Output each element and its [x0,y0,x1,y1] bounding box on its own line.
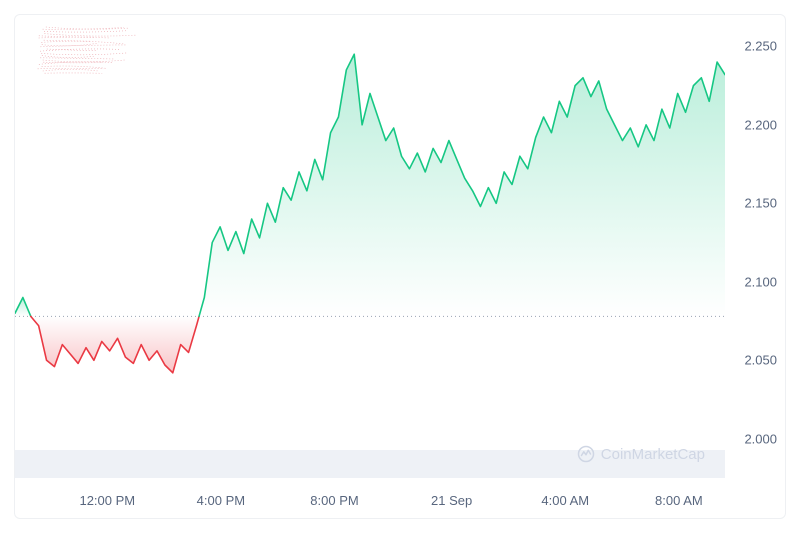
price-chart[interactable]: 2.000 2.050 2.100 2.150 2.200 2.250 12:00 PM 4… [14,14,786,519]
y-tick-label: 2.250 [744,39,777,54]
y-tick-label: 2.200 [744,117,777,132]
watermark: CoinMarketCap [577,445,705,463]
chart-svg [15,15,725,478]
watermark-text: CoinMarketCap [601,446,705,463]
x-tick-label: 8:00 PM [310,493,358,508]
y-tick-label: 2.050 [744,353,777,368]
x-tick-label: 21 Sep [431,493,472,508]
y-tick-label: 2.000 [744,431,777,446]
x-tick-label: 4:00 AM [541,493,589,508]
coinmarketcap-icon [577,445,595,463]
y-tick-label: 2.100 [744,274,777,289]
x-tick-label: 4:00 PM [197,493,245,508]
x-tick-label: 8:00 AM [655,493,703,508]
y-tick-label: 2.150 [744,196,777,211]
scribble-decoration [33,23,143,78]
x-tick-label: 12:00 PM [79,493,135,508]
plot-area[interactable] [15,15,725,478]
